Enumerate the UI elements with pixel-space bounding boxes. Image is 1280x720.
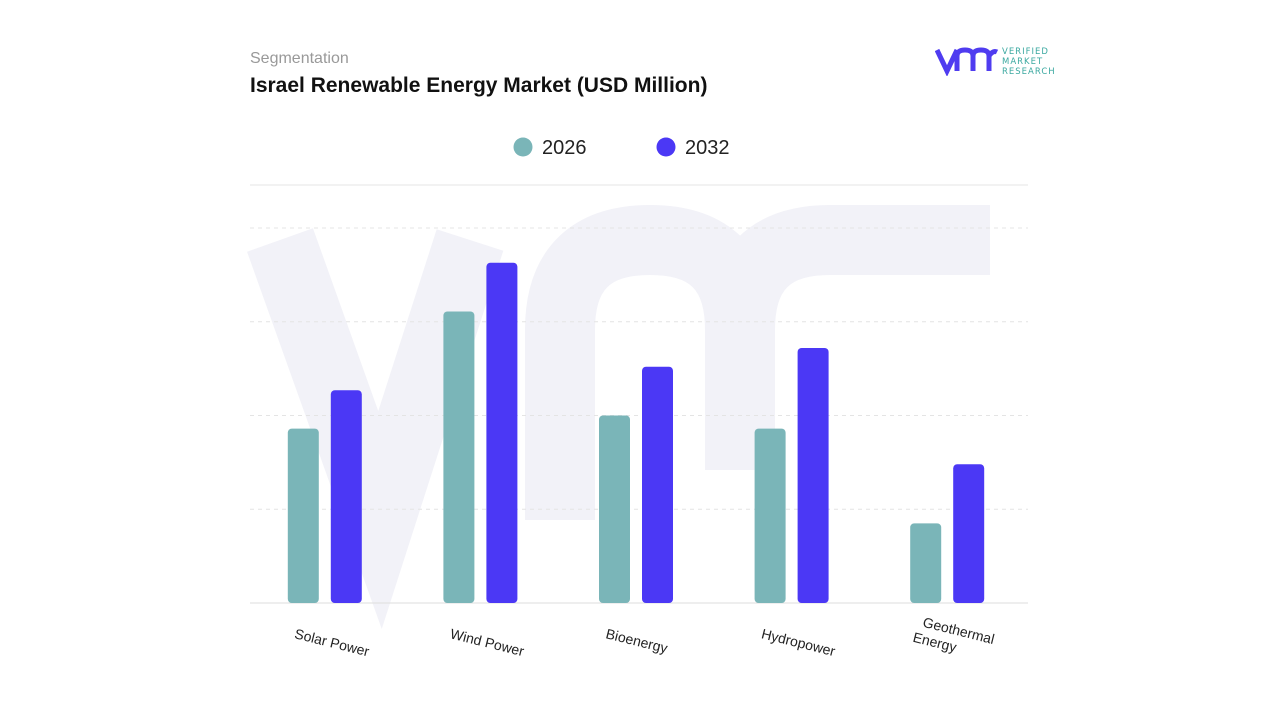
x-tick-label: Solar Power xyxy=(293,625,371,659)
bar-2032-hydropower xyxy=(797,348,829,603)
bar-2032-solar-power xyxy=(330,390,362,603)
bar-2032-bioenergy xyxy=(642,366,673,603)
bar-2026-wind-power xyxy=(443,311,475,603)
x-tick-label: Bioenergy xyxy=(604,625,669,656)
x-tick-label: Hydropower xyxy=(760,625,837,659)
chart-subtitle: Segmentation xyxy=(250,50,349,67)
bar-2032-geothermal-energy xyxy=(953,464,985,603)
x-tick-label: GeothermalEnergy xyxy=(911,612,996,663)
svg-text:MARKET: MARKET xyxy=(1002,57,1043,67)
bar-2026-solar-power xyxy=(287,428,319,603)
svg-text:VERIFIED: VERIFIED xyxy=(1002,47,1049,57)
legend-marker-2026 xyxy=(513,137,533,157)
x-tick-label: Wind Power xyxy=(449,625,526,659)
watermark-logo xyxy=(247,204,990,629)
verified-market-research-logo: VERIFIED MARKET RESEARCH xyxy=(934,44,1060,81)
chart-title: Israel Renewable Energy Market (USD Mill… xyxy=(250,74,708,97)
bar-2026-bioenergy xyxy=(599,415,630,603)
bar-2032-wind-power xyxy=(486,262,518,603)
legend-label-2032: 2032 xyxy=(685,137,730,159)
legend-marker-2032 xyxy=(656,137,676,157)
bar-2026-hydropower xyxy=(754,428,786,603)
legend-label-2026: 2026 xyxy=(542,137,587,159)
svg-text:RESEARCH: RESEARCH xyxy=(1002,67,1056,76)
bar-2026-geothermal-energy xyxy=(910,523,942,603)
